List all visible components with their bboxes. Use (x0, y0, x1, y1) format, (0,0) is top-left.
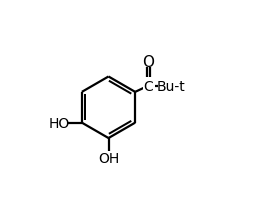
Text: OH: OH (98, 151, 119, 165)
Text: O: O (143, 55, 155, 70)
Text: Bu-t: Bu-t (156, 79, 185, 93)
Text: C: C (144, 79, 153, 93)
Text: HO: HO (48, 116, 70, 130)
